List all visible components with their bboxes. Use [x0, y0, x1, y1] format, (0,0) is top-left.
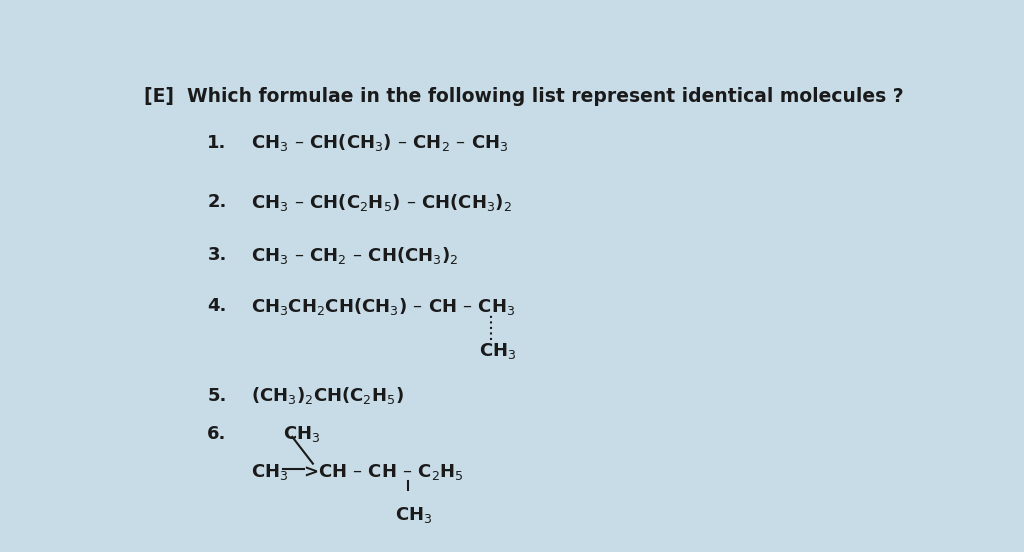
Text: 1.: 1.: [207, 134, 226, 152]
Text: CH$_3$: CH$_3$: [395, 505, 433, 524]
Text: CH$_3$: CH$_3$: [283, 424, 321, 444]
Text: >CH – CH – C$_2$H$_5$: >CH – CH – C$_2$H$_5$: [303, 462, 464, 482]
Text: CH$_3$ – CH(CH$_3$) – CH$_2$ – CH$_3$: CH$_3$ – CH(CH$_3$) – CH$_2$ – CH$_3$: [251, 132, 509, 153]
Text: 4.: 4.: [207, 298, 226, 315]
Text: 6.: 6.: [207, 425, 226, 443]
Text: [E]  Which formulae in the following list represent identical molecules ?: [E] Which formulae in the following list…: [143, 87, 903, 107]
Text: 5.: 5.: [207, 386, 226, 405]
Text: CH$_3$ – CH(C$_2$H$_5$) – CH(CH$_3$)$_2$: CH$_3$ – CH(C$_2$H$_5$) – CH(CH$_3$)$_2$: [251, 192, 512, 213]
Text: 3.: 3.: [207, 246, 226, 264]
Text: CH$_3$CH$_2$CH(CH$_3$) – CH – CH$_3$: CH$_3$CH$_2$CH(CH$_3$) – CH – CH$_3$: [251, 296, 515, 317]
Text: 2.: 2.: [207, 193, 226, 211]
Text: CH$_3$ – CH$_2$ – CH(CH$_3$)$_2$: CH$_3$ – CH$_2$ – CH(CH$_3$)$_2$: [251, 245, 459, 266]
Text: (CH$_3$)$_2$CH(C$_2$H$_5$): (CH$_3$)$_2$CH(C$_2$H$_5$): [251, 385, 404, 406]
Text: CH$_3$: CH$_3$: [251, 462, 289, 482]
Text: CH$_3$: CH$_3$: [479, 341, 516, 361]
